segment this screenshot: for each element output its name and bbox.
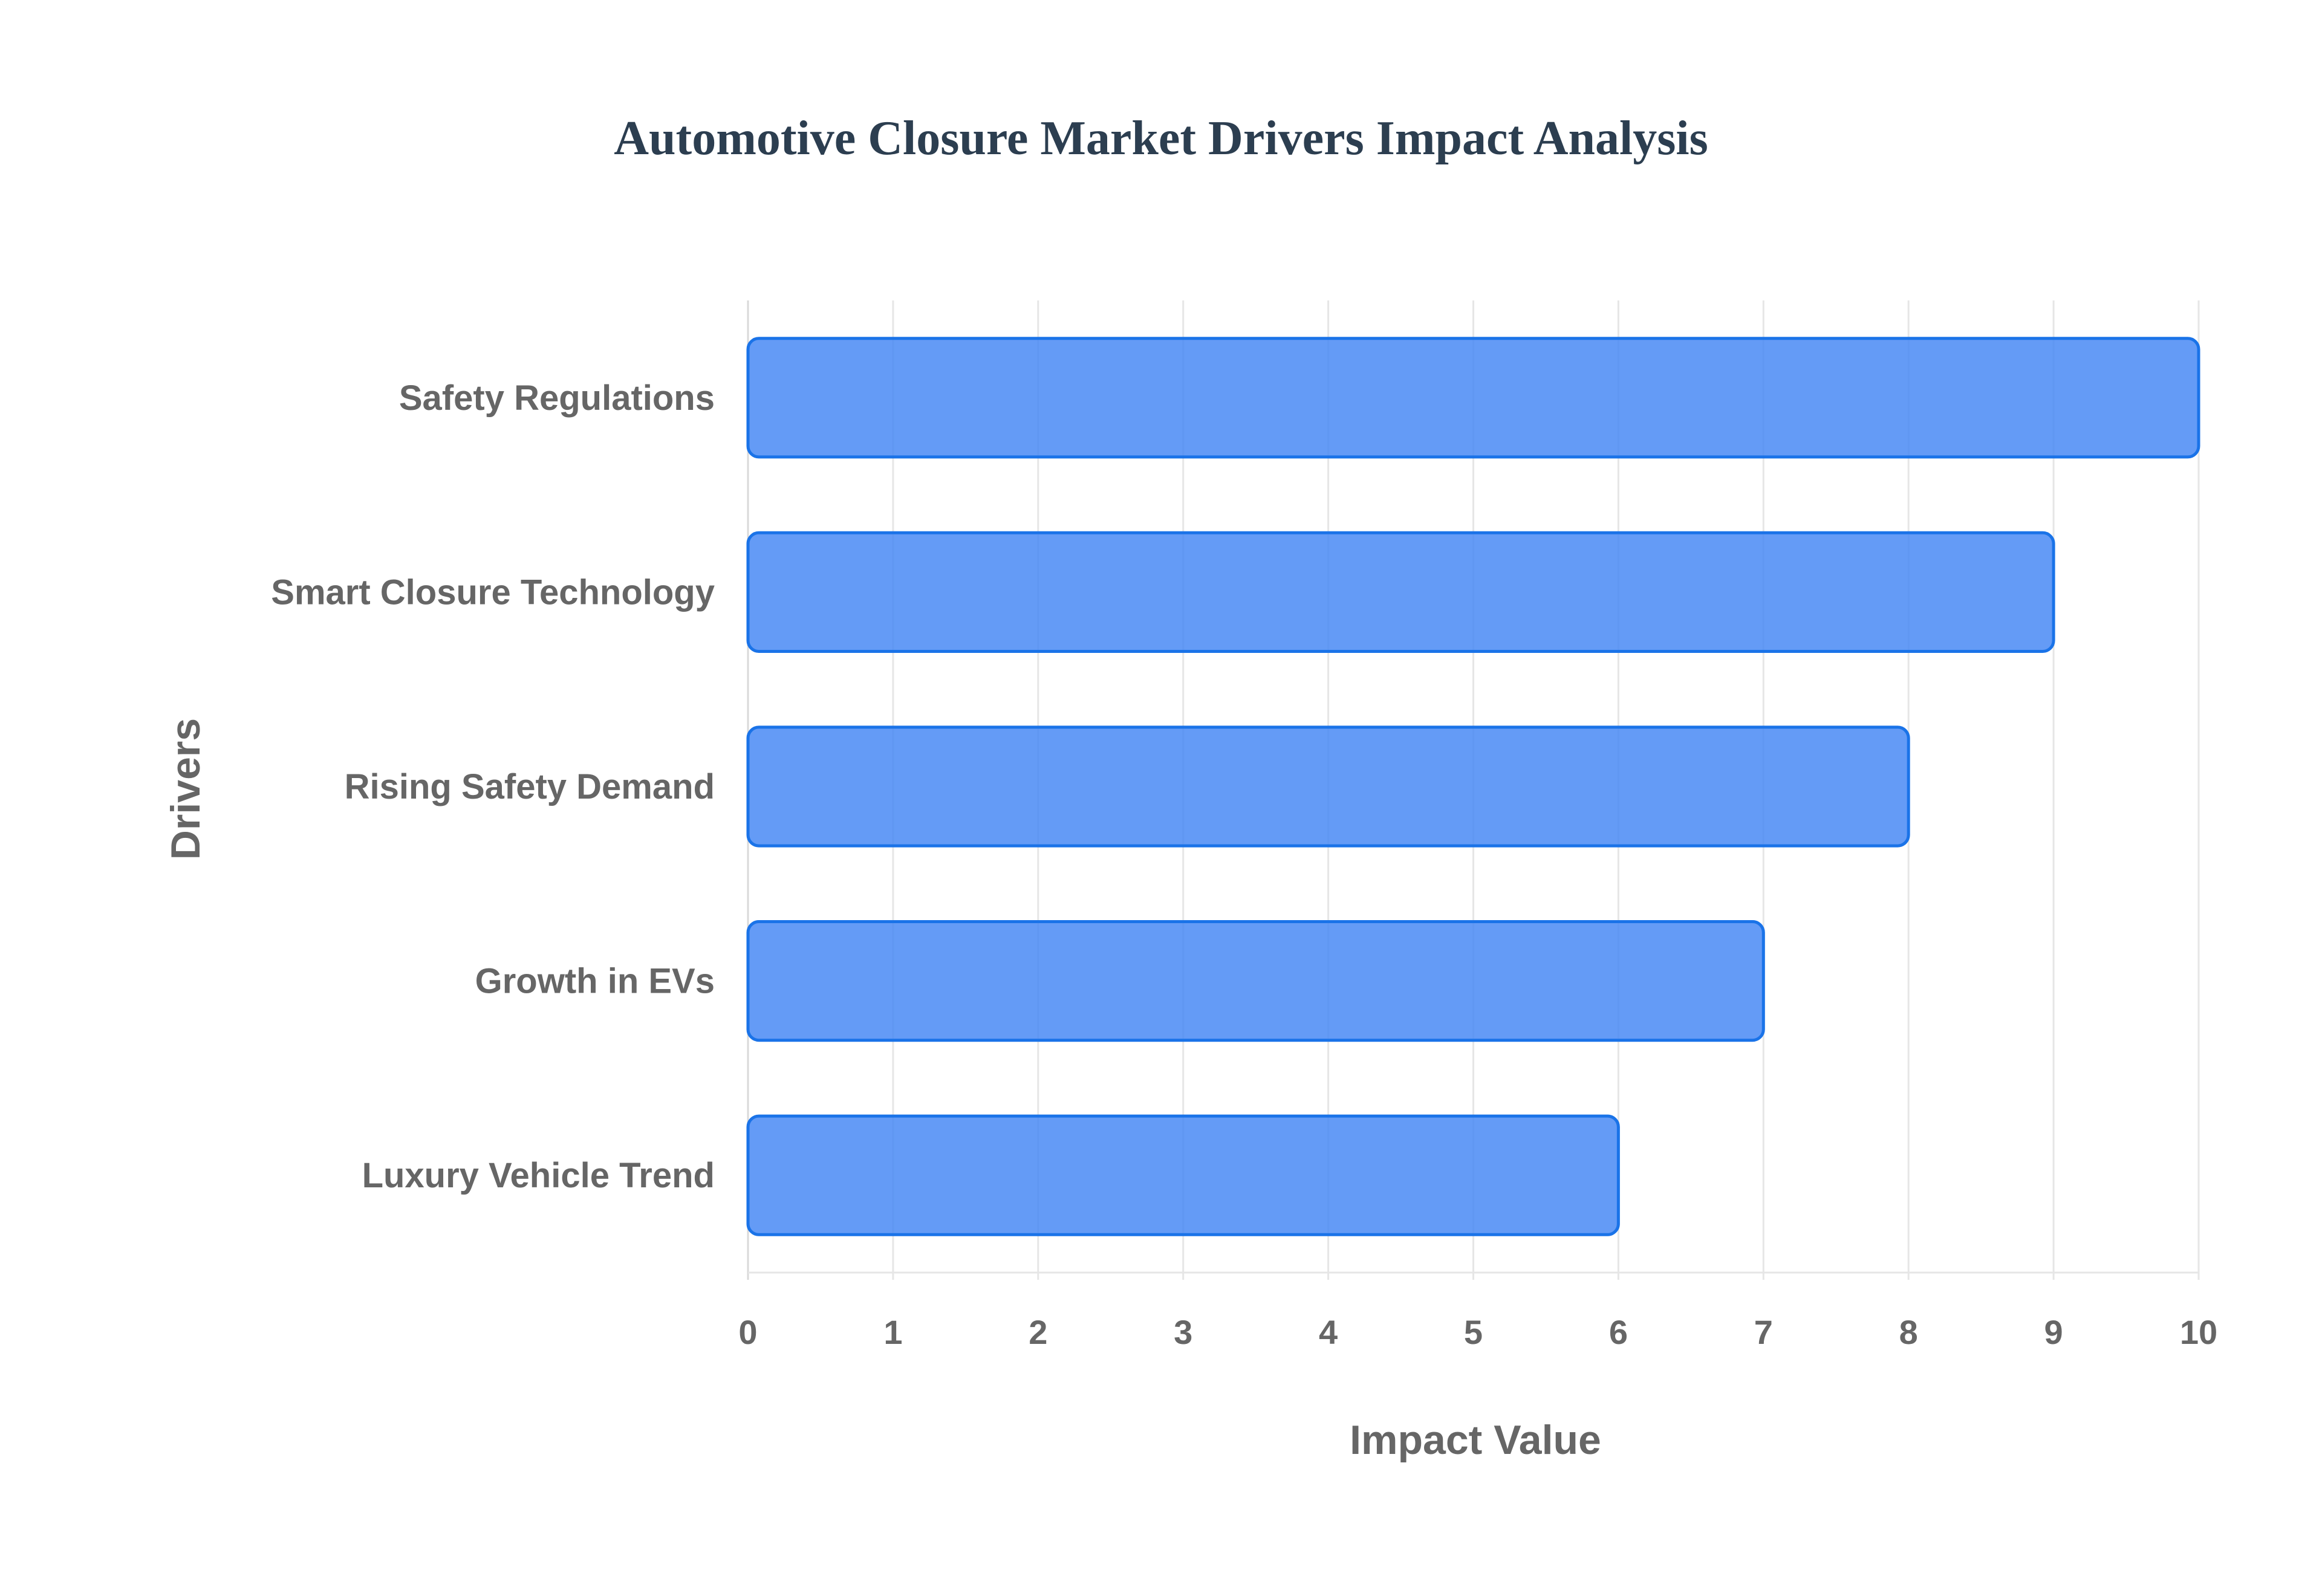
bar[interactable] — [746, 1114, 1620, 1236]
category-label: Rising Safety Demand — [345, 767, 715, 806]
category-labels: Safety Regulations Smart Closure Technolo… — [271, 378, 715, 1195]
y-axis-title: Drivers — [163, 718, 209, 860]
x-tick-label: 9 — [2044, 1313, 2063, 1351]
x-tick-label: 3 — [1174, 1313, 1192, 1351]
x-tick-label: 2 — [1029, 1313, 1047, 1351]
bar-layer — [746, 337, 2200, 1236]
x-tick-label: 10 — [2180, 1313, 2217, 1351]
x-tick-labels: 0 1 2 3 4 5 6 7 8 9 10 — [738, 1313, 2217, 1351]
x-axis-title: Impact Value — [1350, 1417, 1601, 1463]
x-tick-label: 1 — [883, 1313, 902, 1351]
category-label: Growth in EVs — [475, 962, 715, 1001]
x-tick-label: 7 — [1754, 1313, 1773, 1351]
category-label: Safety Regulations — [399, 378, 715, 418]
bar[interactable] — [746, 725, 1910, 848]
bar[interactable] — [746, 531, 2055, 653]
bar[interactable] — [746, 920, 1765, 1042]
x-tick-label: 6 — [1609, 1313, 1628, 1351]
x-tick-label: 8 — [1899, 1313, 1918, 1351]
category-label: Smart Closure Technology — [271, 573, 715, 612]
bar[interactable] — [746, 337, 2200, 459]
category-label: Luxury Vehicle Trend — [362, 1156, 715, 1195]
x-tick-label: 0 — [738, 1313, 757, 1351]
chart-title: Automotive Closure Market Drivers Impact… — [614, 112, 1708, 165]
x-tick-label: 4 — [1319, 1313, 1338, 1351]
x-tick-label: 5 — [1464, 1313, 1483, 1351]
